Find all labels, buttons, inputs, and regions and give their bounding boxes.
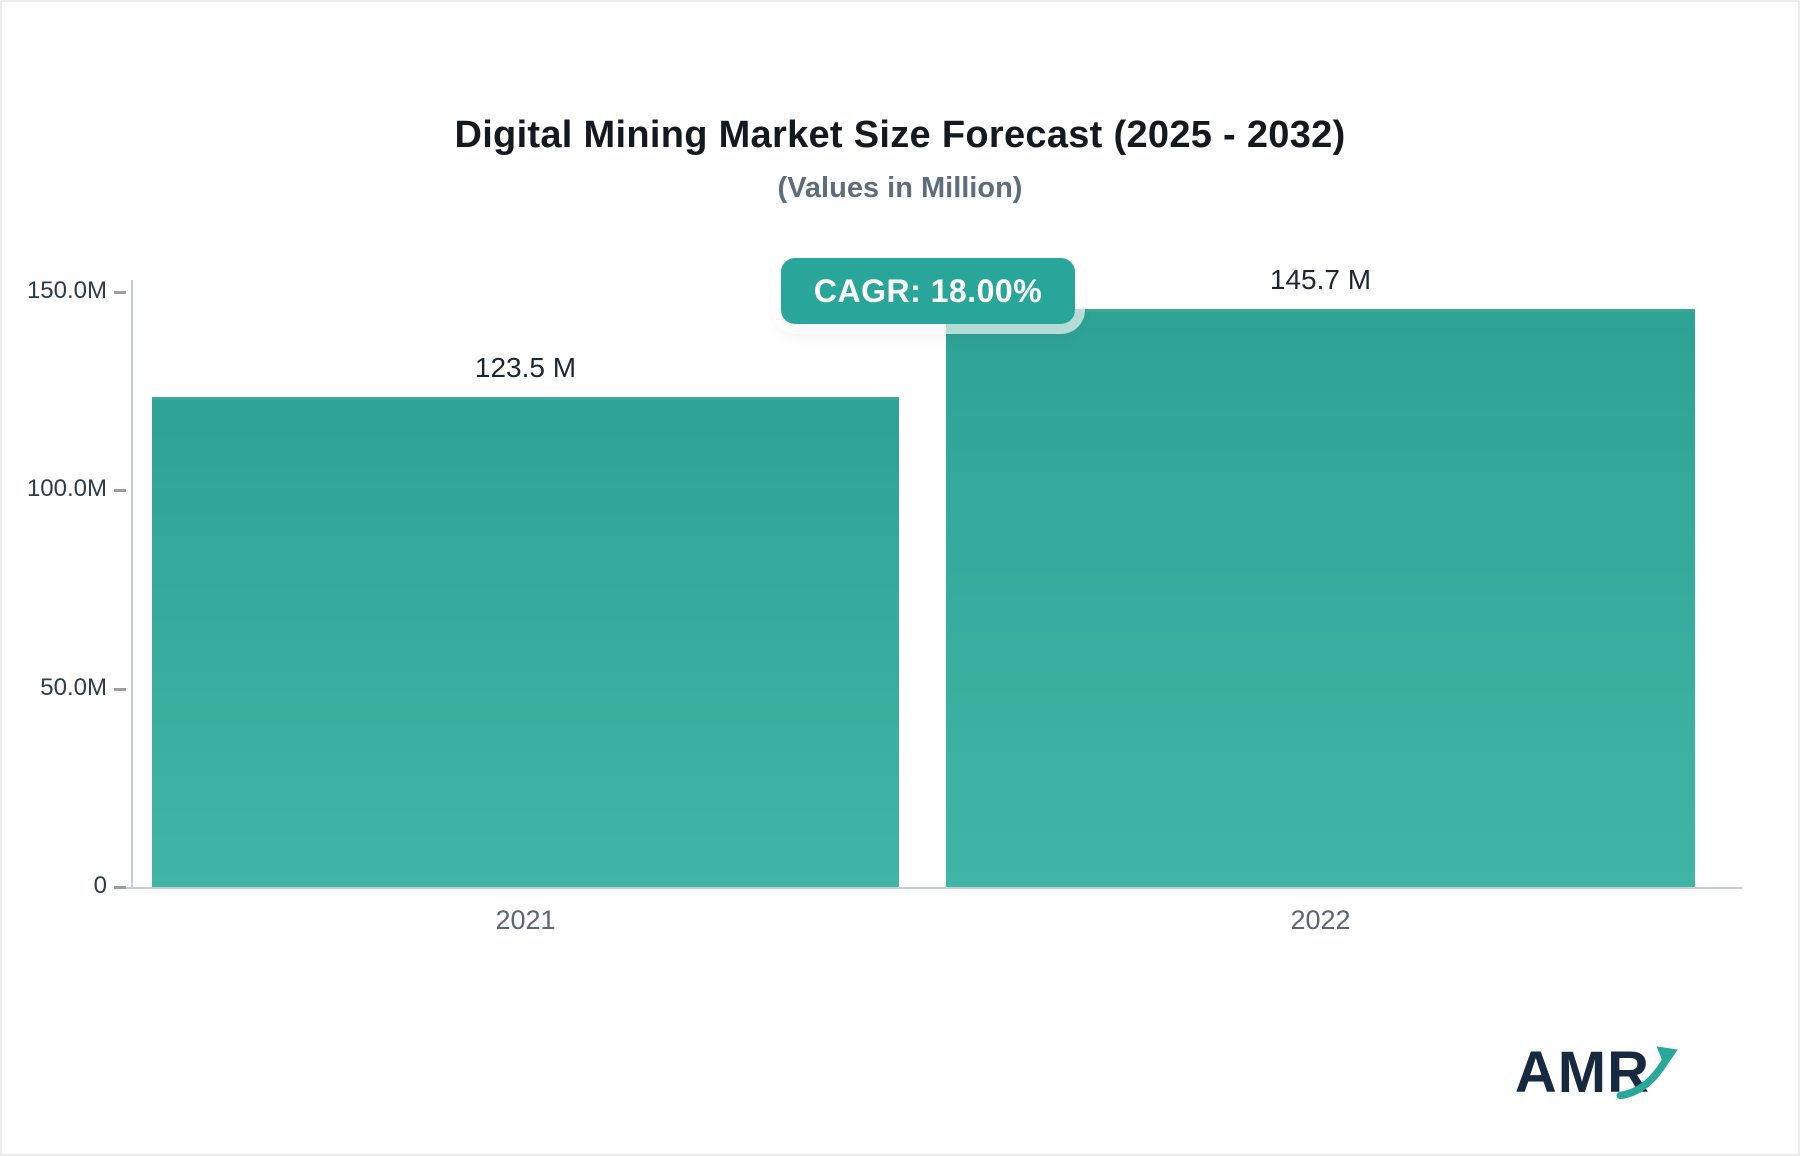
x-axis-line (114, 887, 1742, 889)
x-axis-category-label-2021: 2021 (495, 905, 556, 935)
y-axis-tick-mark (114, 291, 126, 294)
x-axis-category-label-2022: 2022 (1290, 905, 1351, 935)
bar-2022 (946, 309, 1695, 887)
chart-subtitle: (Values in Million) (777, 172, 1023, 204)
y-axis-tick-mark (114, 886, 126, 889)
cagr-badge: CAGR: 18.00% (781, 258, 1075, 324)
y-axis-tick-mark (114, 687, 126, 691)
bar-value-label-2021: 123.5 M (474, 352, 577, 384)
y-axis-tick-label: 0 (93, 872, 107, 899)
y-axis-tick-label: 150.0M (26, 277, 107, 304)
bar-value-label-2022: 145.7 M (1269, 264, 1372, 296)
chart-title: Digital Mining Market Size Forecast (202… (454, 114, 1346, 156)
amr-logo-arrow-icon (1616, 1046, 1678, 1100)
y-axis-tick-label: 50.0M (40, 673, 107, 701)
y-axis-tick-mark (114, 489, 126, 493)
cagr-badge-label: CAGR: 18.00% (813, 272, 1043, 309)
amr-logo: AMR (1515, 1044, 1680, 1102)
bar-2021 (152, 397, 899, 887)
y-axis-tick-label: 100.0M (26, 475, 107, 503)
y-axis-line (131, 280, 133, 889)
